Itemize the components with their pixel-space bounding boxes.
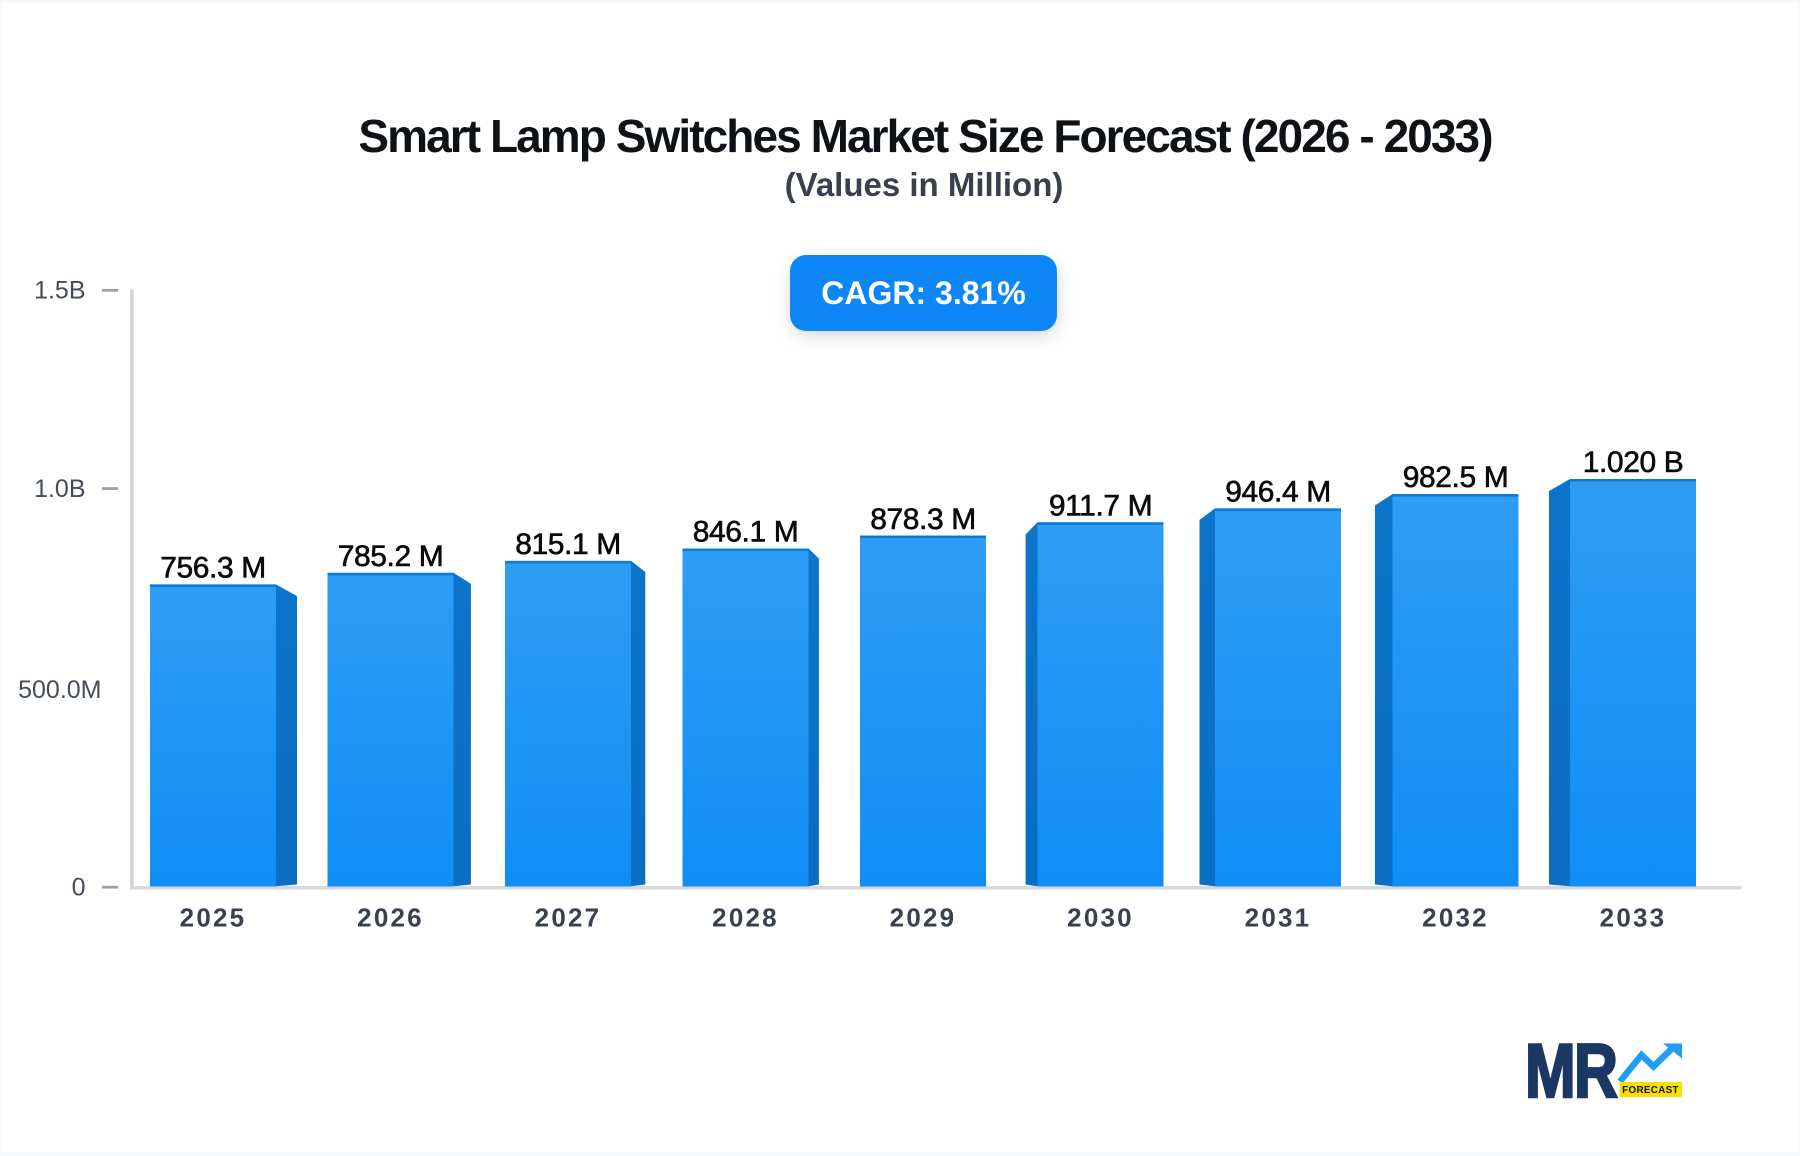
svg-text:1.0B: 1.0B (34, 475, 85, 503)
svg-text:2025: 2025 (180, 903, 247, 933)
svg-text:Smart Lamp Switches Market Siz: Smart Lamp Switches Market Size Forecast… (358, 110, 1492, 162)
svg-text:0: 0 (72, 874, 86, 902)
svg-text:911.7 M: 911.7 M (1049, 490, 1152, 523)
svg-text:MR: MR (1525, 1029, 1617, 1114)
svg-text:2032: 2032 (1422, 903, 1489, 933)
svg-text:1.020 B: 1.020 B (1583, 446, 1684, 479)
svg-text:2030: 2030 (1067, 903, 1134, 933)
svg-text:982.5 M: 982.5 M (1403, 461, 1509, 494)
svg-text:785.2 M: 785.2 M (338, 540, 444, 573)
svg-text:1.5B: 1.5B (34, 277, 85, 305)
svg-text:CAGR: 3.81%: CAGR: 3.81% (821, 275, 1026, 311)
svg-text:878.3 M: 878.3 M (870, 503, 976, 536)
svg-text:815.1 M: 815.1 M (515, 528, 621, 561)
svg-text:2027: 2027 (535, 903, 602, 933)
svg-text:2028: 2028 (712, 903, 779, 933)
svg-text:946.4 M: 946.4 M (1225, 476, 1331, 509)
svg-text:846.1 M: 846.1 M (693, 516, 799, 549)
svg-text:756.3 M: 756.3 M (160, 552, 266, 585)
svg-text:500.0M: 500.0M (18, 676, 101, 704)
svg-text:2026: 2026 (357, 903, 424, 933)
svg-text:2029: 2029 (890, 903, 957, 933)
svg-text:2031: 2031 (1245, 903, 1312, 933)
svg-text:(Values in Million): (Values in Million) (785, 166, 1064, 203)
svg-text:FORECAST: FORECAST (1622, 1085, 1679, 1096)
svg-text:2033: 2033 (1600, 903, 1667, 933)
